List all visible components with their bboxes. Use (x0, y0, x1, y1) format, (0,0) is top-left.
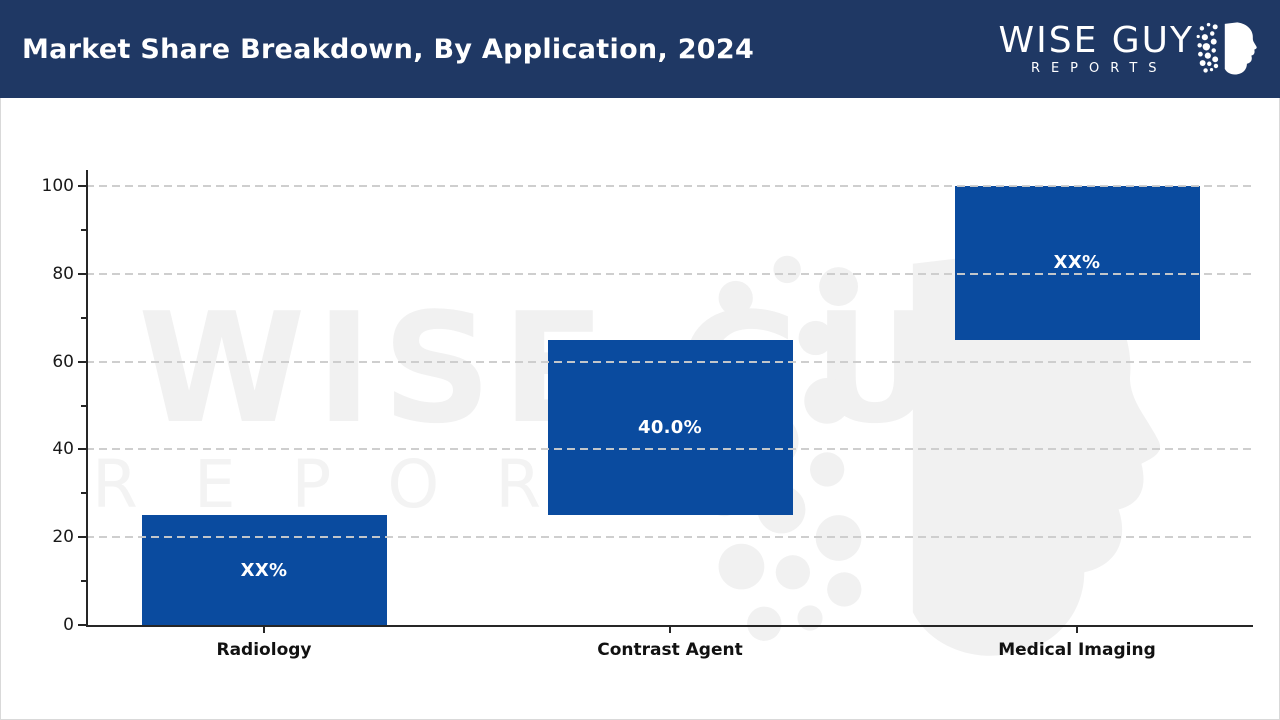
y-axis-minor-tick (81, 404, 86, 407)
logo-text: WISE GUY REPORTS (999, 22, 1195, 76)
y-axis-tick-label: 100 (41, 176, 74, 196)
y-axis-major-tick (78, 185, 86, 187)
bar-segment-3: XX% (954, 186, 1200, 340)
bar-value-label: 40.0% (638, 416, 702, 438)
y-axis-tick-label: 40 (52, 439, 74, 460)
chart-area: WISE GUY REPORTS XX% Radiology 40.0% Contra… (0, 98, 1280, 718)
y-axis-minor-tick (81, 228, 86, 231)
y-axis-minor-tick (81, 580, 86, 583)
header-bar: Market Share Breakdown, By Application, … (0, 0, 1280, 98)
gridline-y-20 (86, 536, 1253, 539)
x-axis-tick (1076, 627, 1078, 633)
page-title: Market Share Breakdown, By Application, … (22, 33, 755, 65)
gridline-y-60 (86, 360, 1253, 363)
y-axis-minor-tick (81, 316, 86, 319)
gridline-y-40 (86, 448, 1253, 451)
x-axis-category-label: Contrast Agent (597, 640, 743, 660)
y-axis-spine (86, 170, 88, 627)
x-axis-tick (263, 627, 265, 633)
y-axis-tick-label: 0 (63, 615, 74, 635)
y-axis-major-tick (78, 360, 86, 363)
bar-segment-1: XX% (141, 515, 387, 625)
y-axis-major-tick (78, 624, 86, 626)
y-axis-tick-label: 80 (52, 263, 74, 284)
x-axis-spine (86, 625, 1253, 627)
x-axis-category-label: Radiology (216, 640, 312, 660)
y-axis-major-tick (78, 536, 86, 539)
gridline-y-100 (86, 185, 1253, 187)
x-axis-category-label: Medical Imaging (998, 640, 1156, 660)
logo-wordmark: WISE GUY (998, 20, 1194, 62)
y-axis-tick-label: 20 (52, 527, 74, 548)
gridline-y-80 (86, 272, 1253, 275)
x-axis-tick (669, 627, 671, 633)
y-axis-tick-label: 60 (52, 351, 74, 372)
plot-area: XX% Radiology 40.0% Contrast Agent XX% Medica… (0, 98, 1280, 718)
y-axis-major-tick (78, 272, 86, 275)
bar-value-label: XX% (1053, 252, 1101, 274)
wise-guy-reports-logo: WISE GUY REPORTS (999, 11, 1259, 87)
bar-segment-2: 40.0% (547, 339, 793, 516)
logo-subtext: REPORTS (1030, 60, 1168, 76)
logo-face-icon (1196, 22, 1257, 75)
y-axis-minor-tick (81, 492, 86, 495)
bar-value-label: XX% (240, 559, 288, 581)
y-axis-major-tick (78, 448, 86, 451)
